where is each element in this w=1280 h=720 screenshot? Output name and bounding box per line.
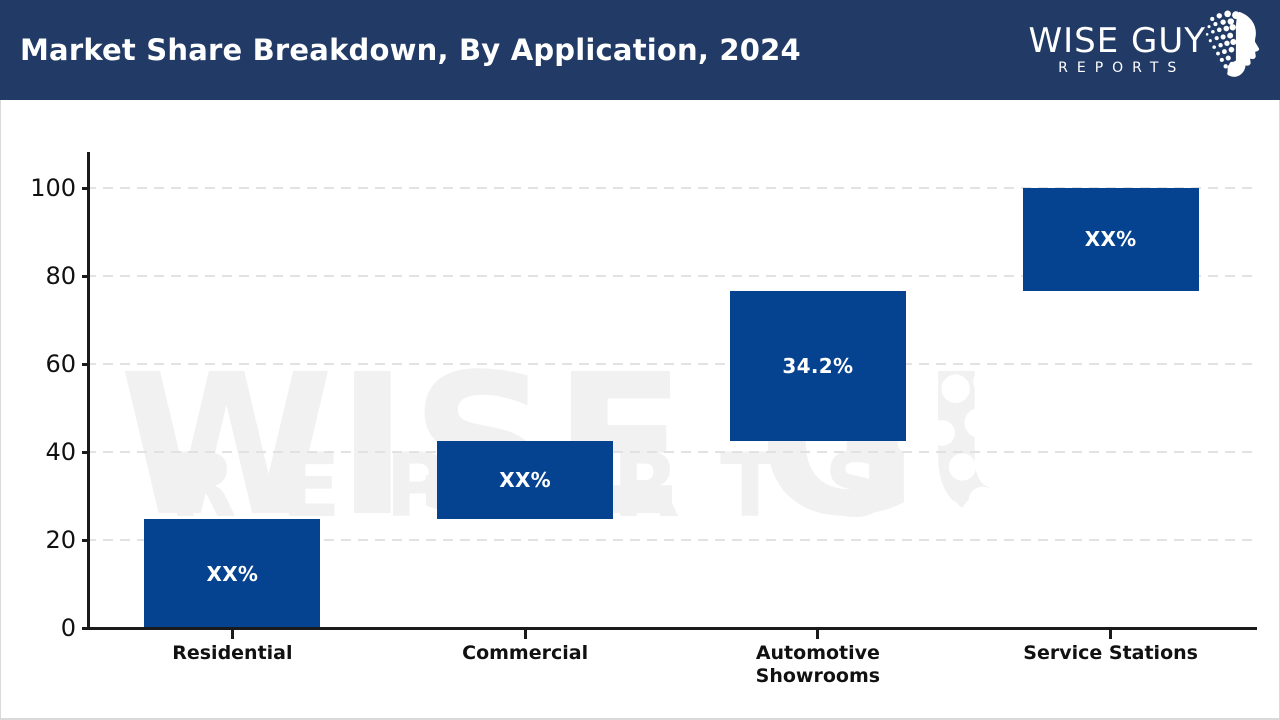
y-axis-tick xyxy=(82,538,89,542)
header: Market Share Breakdown, By Application, … xyxy=(0,0,1280,100)
x-category-label: Automotive Showrooms xyxy=(755,642,881,687)
bar-value-label: 34.2% xyxy=(782,354,854,379)
bar-value-label: XX% xyxy=(499,468,552,493)
y-tick-label: 100 xyxy=(30,174,76,202)
logo-subtitle: REPORTS xyxy=(1058,60,1186,77)
logo-face-icon xyxy=(1205,10,1260,77)
page-title: Market Share Breakdown, By Application, … xyxy=(20,33,801,67)
logo-text: WISE GUY REPORTS xyxy=(1028,20,1206,77)
chart-area: WISE GU REPORTS 020406080100XX%Residenti… xyxy=(0,100,1280,720)
x-category-label: Residential xyxy=(172,642,293,664)
gridline-80 xyxy=(86,275,1257,277)
y-axis-tick xyxy=(82,274,89,278)
y-axis-line xyxy=(87,152,90,630)
gridline-20 xyxy=(86,539,1257,541)
gridline-60 xyxy=(86,363,1257,365)
gridline-100 xyxy=(86,187,1257,189)
bar-commercial: XX% xyxy=(437,441,614,520)
y-axis-tick xyxy=(82,450,89,454)
y-tick-label: 20 xyxy=(45,526,76,554)
bar-value-label: XX% xyxy=(1084,227,1137,252)
y-tick-label: 80 xyxy=(45,262,76,290)
x-axis-tick xyxy=(230,630,234,639)
x-axis-line xyxy=(86,627,1257,630)
x-axis-tick xyxy=(1109,630,1113,639)
plot: 0 20 40 60 80 100 XX% Residential XX% Commercial 3… xyxy=(1,100,1279,718)
y-tick-label: 60 xyxy=(45,350,76,378)
bar-value-label: XX% xyxy=(206,561,259,586)
x-axis-tick xyxy=(523,630,527,639)
y-tick-label: 0 xyxy=(60,614,76,642)
logo: WISE GUY REPORTS xyxy=(1028,10,1266,90)
y-tick-label: 40 xyxy=(45,438,76,466)
y-axis-tick xyxy=(82,186,89,190)
x-axis-tick xyxy=(816,630,820,639)
x-category-label: Commercial xyxy=(462,642,589,664)
logo-wordmark: WISE GUY xyxy=(1028,20,1206,61)
bar-residential: XX% xyxy=(144,519,321,628)
y-axis-tick xyxy=(82,362,89,366)
bar-service-stations: XX% xyxy=(1022,188,1199,291)
bar-automotive-showrooms: 34.2% xyxy=(729,290,906,442)
x-category-label: Service Stations xyxy=(1023,642,1198,664)
y-axis-tick xyxy=(82,626,89,630)
gridline-40 xyxy=(86,451,1257,453)
